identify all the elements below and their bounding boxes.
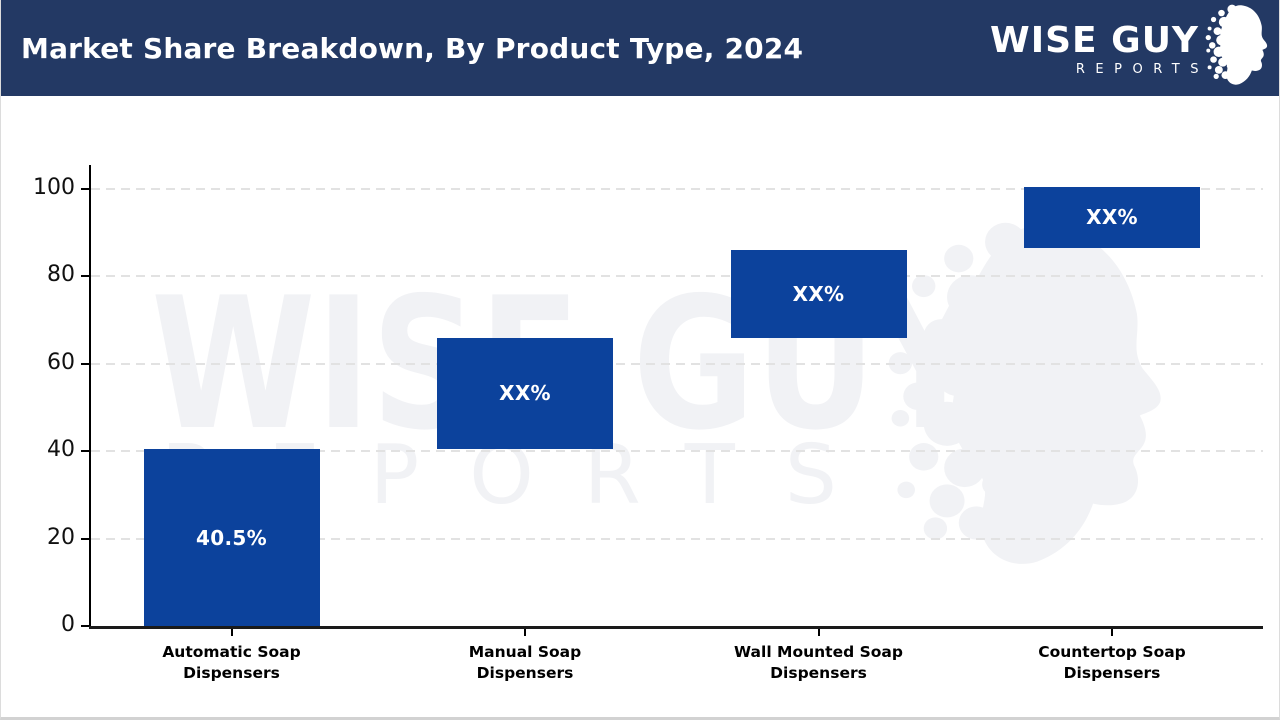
gridline-y20 <box>91 537 1263 540</box>
page-title: Market Share Breakdown, By Product Type,… <box>21 31 804 65</box>
logo-head-icon <box>1203 4 1269 88</box>
y-tick-mark <box>81 625 91 627</box>
bar-segment: XX% <box>730 250 907 338</box>
y-tick-label: 40 <box>47 437 75 463</box>
category-label: Automatic Soap Dispensers <box>162 643 301 682</box>
y-tick-mark <box>81 537 91 540</box>
bar-value-label: XX% <box>1086 205 1138 230</box>
x-axis-line <box>89 626 1263 629</box>
y-tick-mark <box>81 362 91 365</box>
y-tick-mark <box>81 450 91 453</box>
category-label: Wall Mounted Soap Dispensers <box>734 643 903 682</box>
x-tick-mark <box>230 629 233 636</box>
bar-segment: 40.5% <box>143 449 320 626</box>
y-tick-label: 20 <box>47 524 75 550</box>
category-label: Countertop Soap Dispensers <box>1038 643 1186 682</box>
bar-value-label: XX% <box>792 281 845 306</box>
x-tick-mark <box>817 629 820 636</box>
gridline-y80 <box>91 275 1263 278</box>
logo-brand-sub: REPORTS <box>1075 61 1209 77</box>
y-tick-label: 60 <box>47 349 75 375</box>
plot-area: 0 20 40 60 80 100 40.5% Automatic Soap Dispense… <box>1 96 1280 720</box>
category-label: Manual Soap Dispensers <box>468 643 582 682</box>
y-tick-mark <box>81 275 91 278</box>
bar-segment: XX% <box>1024 186 1200 249</box>
brand-logo-text: WISE GUY REPORTS <box>989 19 1199 77</box>
bar-value-label: XX% <box>499 381 551 406</box>
gridline-y40 <box>91 450 1263 453</box>
y-tick-mark <box>81 188 91 191</box>
y-tick-label: 80 <box>47 262 75 288</box>
logo-brand-name: WISE GUY <box>989 19 1199 61</box>
bar-value-label: 40.5% <box>196 525 267 550</box>
brand-logo: WISE GUY REPORTS <box>990 4 1269 88</box>
gridline-y60 <box>91 362 1263 365</box>
x-tick-mark <box>524 629 526 636</box>
y-tick-label: 0 <box>61 612 75 637</box>
y-tick-label: 100 <box>33 175 75 201</box>
x-tick-mark <box>1111 629 1113 636</box>
bar-segment: XX% <box>437 337 613 450</box>
gridline-y100 <box>91 188 1263 191</box>
header-bar: Market Share Breakdown, By Product Type,… <box>1 0 1279 96</box>
y-axis-line <box>89 165 91 628</box>
